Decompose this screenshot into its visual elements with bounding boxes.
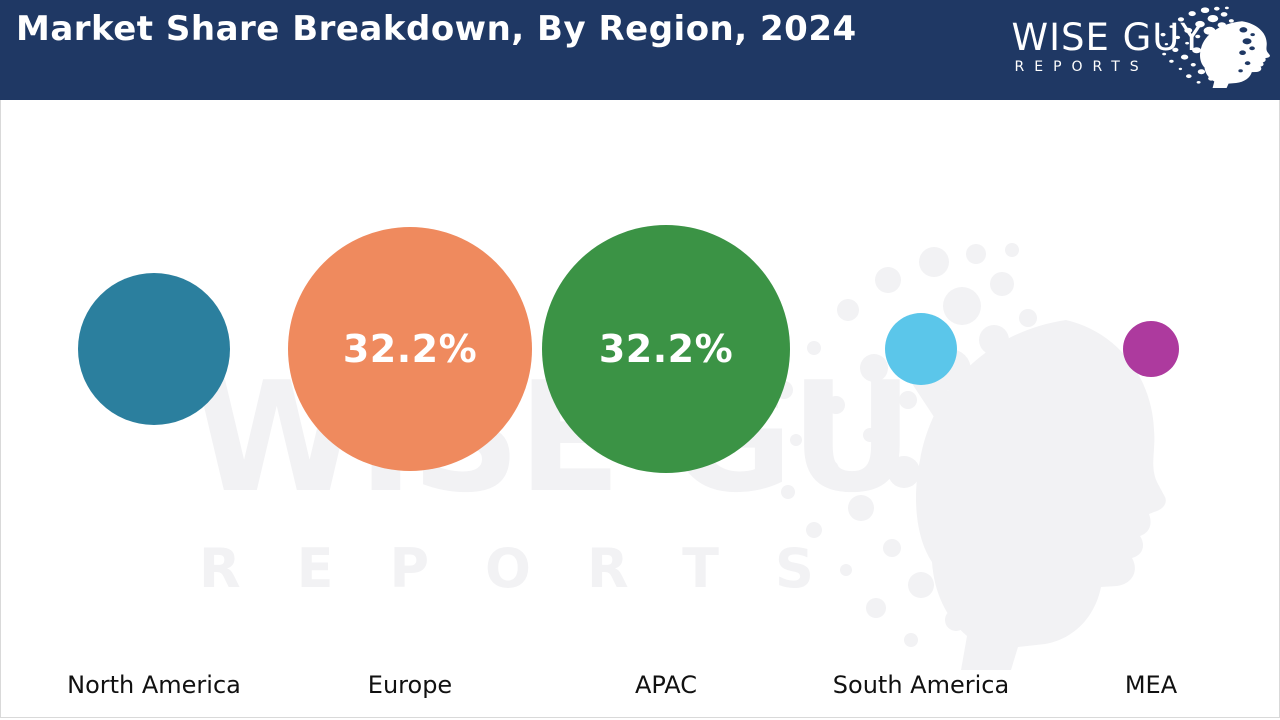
header-bar: Market Share Breakdown, By Region, 2024 …: [0, 0, 1280, 100]
logo-text: WISE GUY REPORTS: [1011, 16, 1204, 75]
bubble-south-america: [885, 313, 957, 385]
bubble-north-america: [78, 273, 230, 425]
category-label-south-america: South America: [832, 671, 1010, 699]
watermark-head-profile-icon: [775, 243, 1166, 670]
wise-guy-logo: WISE GUY REPORTS: [1012, 6, 1270, 88]
bubble-europe: 32.2%: [288, 227, 532, 471]
category-label-europe: Europe: [367, 671, 453, 699]
category-label-north-america: North America: [67, 671, 241, 699]
bubble-mea: [1123, 321, 1179, 377]
logo-wordmark: WISE GUY: [1011, 16, 1204, 60]
category-label-mea: MEA: [1124, 671, 1178, 699]
chart-title: Market Share Breakdown, By Region, 2024: [16, 9, 857, 49]
bubble-apac: 32.2%: [542, 225, 790, 473]
category-label-apac: APAC: [634, 671, 698, 699]
logo-subtitle: REPORTS: [1014, 58, 1149, 75]
watermark-subtitle: REPORTS: [199, 537, 870, 600]
bubble-value-label: 32.2%: [598, 327, 734, 371]
bubble-value-label: 32.2%: [342, 327, 478, 371]
